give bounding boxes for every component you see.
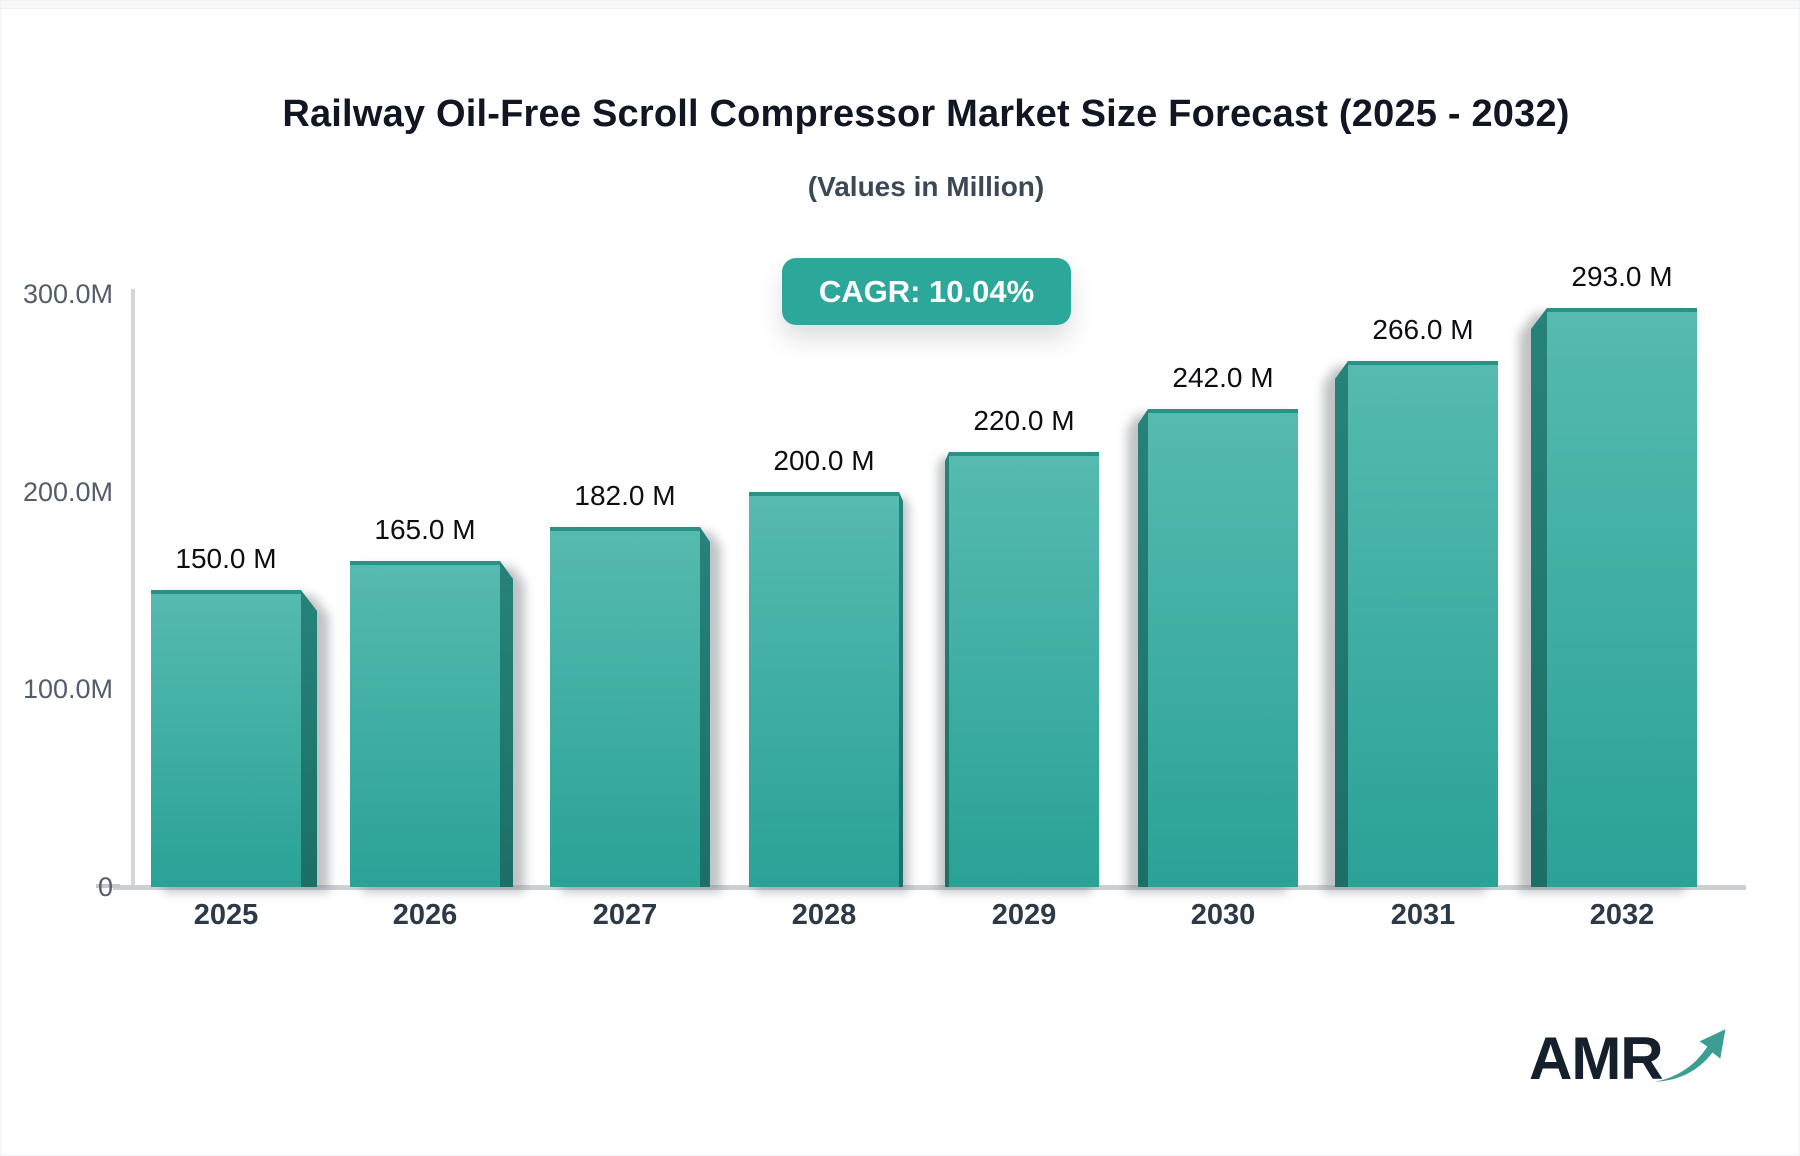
y-axis-tick-label: 100.0M (22, 674, 113, 705)
bar-side-face (945, 452, 949, 887)
bar-value-label: 293.0 M (1571, 261, 1673, 292)
y-axis-line (131, 289, 135, 889)
x-axis-label: 2029 (991, 899, 1057, 931)
bar-value-label: 182.0 M (574, 480, 676, 511)
chart-subtitle: (Values in Million) (807, 171, 1045, 202)
x-axis-line (113, 885, 1746, 890)
bar-2025[interactable] (151, 590, 301, 887)
bar-group-2028 (749, 492, 903, 887)
cagr-badge-label: CAGR: 10.04% (818, 273, 1035, 309)
bar-group-2031 (1335, 361, 1498, 887)
y-axis-zero-tick (96, 884, 120, 888)
bar-group-2032 (1531, 308, 1697, 887)
bar-side-face (899, 492, 903, 887)
top-edge-strip (1, 1, 1799, 9)
bar-value-label: 200.0 M (773, 445, 875, 476)
bar-group-2029 (945, 452, 1099, 887)
bar-2032[interactable] (1547, 308, 1697, 887)
bar-side-face (1138, 409, 1148, 887)
bar-2026[interactable] (350, 561, 500, 887)
bar-value-label: 266.0 M (1372, 314, 1474, 345)
bar-value-label: 150.0 M (175, 543, 277, 574)
x-axis-label: 2031 (1390, 899, 1456, 931)
bar-side-face (500, 561, 513, 887)
bar-value-label: 220.0 M (973, 405, 1075, 436)
bar-2027[interactable] (550, 527, 700, 887)
bar-group-2030 (1138, 409, 1298, 887)
x-axis-label: 2027 (592, 899, 658, 931)
bar-group-2026 (350, 561, 513, 887)
chart-title: Railway Oil-Free Scroll Compressor Marke… (282, 93, 1570, 135)
bar-value-label: 242.0 M (1172, 362, 1274, 393)
bar-2029[interactable] (949, 452, 1099, 887)
bar-2031[interactable] (1348, 361, 1498, 887)
y-axis-tick-label: 300.0M (22, 279, 113, 309)
x-axis-label: 2026 (392, 899, 458, 931)
bar-group-2025 (151, 590, 317, 887)
x-axis-label: 2025 (193, 899, 259, 931)
bar-side-face (301, 590, 317, 887)
bar-side-face (1335, 361, 1348, 887)
y-axis-tick-label: 0 (97, 872, 113, 902)
bar-side-face (1531, 308, 1547, 887)
amr-logo: AMR (1529, 1027, 1731, 1091)
x-axis-label: 2030 (1190, 899, 1256, 931)
bar-value-label: 165.0 M (374, 514, 476, 545)
x-axis-label: 2028 (791, 899, 857, 931)
cagr-badge: CAGR: 10.04% (782, 258, 1071, 325)
bar-2028[interactable] (749, 492, 899, 887)
bar-2030[interactable] (1148, 409, 1298, 887)
bar-group-2027 (550, 527, 710, 887)
logo-arrow-icon (1654, 1029, 1726, 1082)
bar-side-face (700, 527, 710, 887)
amr-logo-text: AMR (1529, 1025, 1664, 1092)
y-axis-tick-label: 200.0M (22, 476, 113, 507)
x-axis-label: 2032 (1589, 899, 1655, 931)
